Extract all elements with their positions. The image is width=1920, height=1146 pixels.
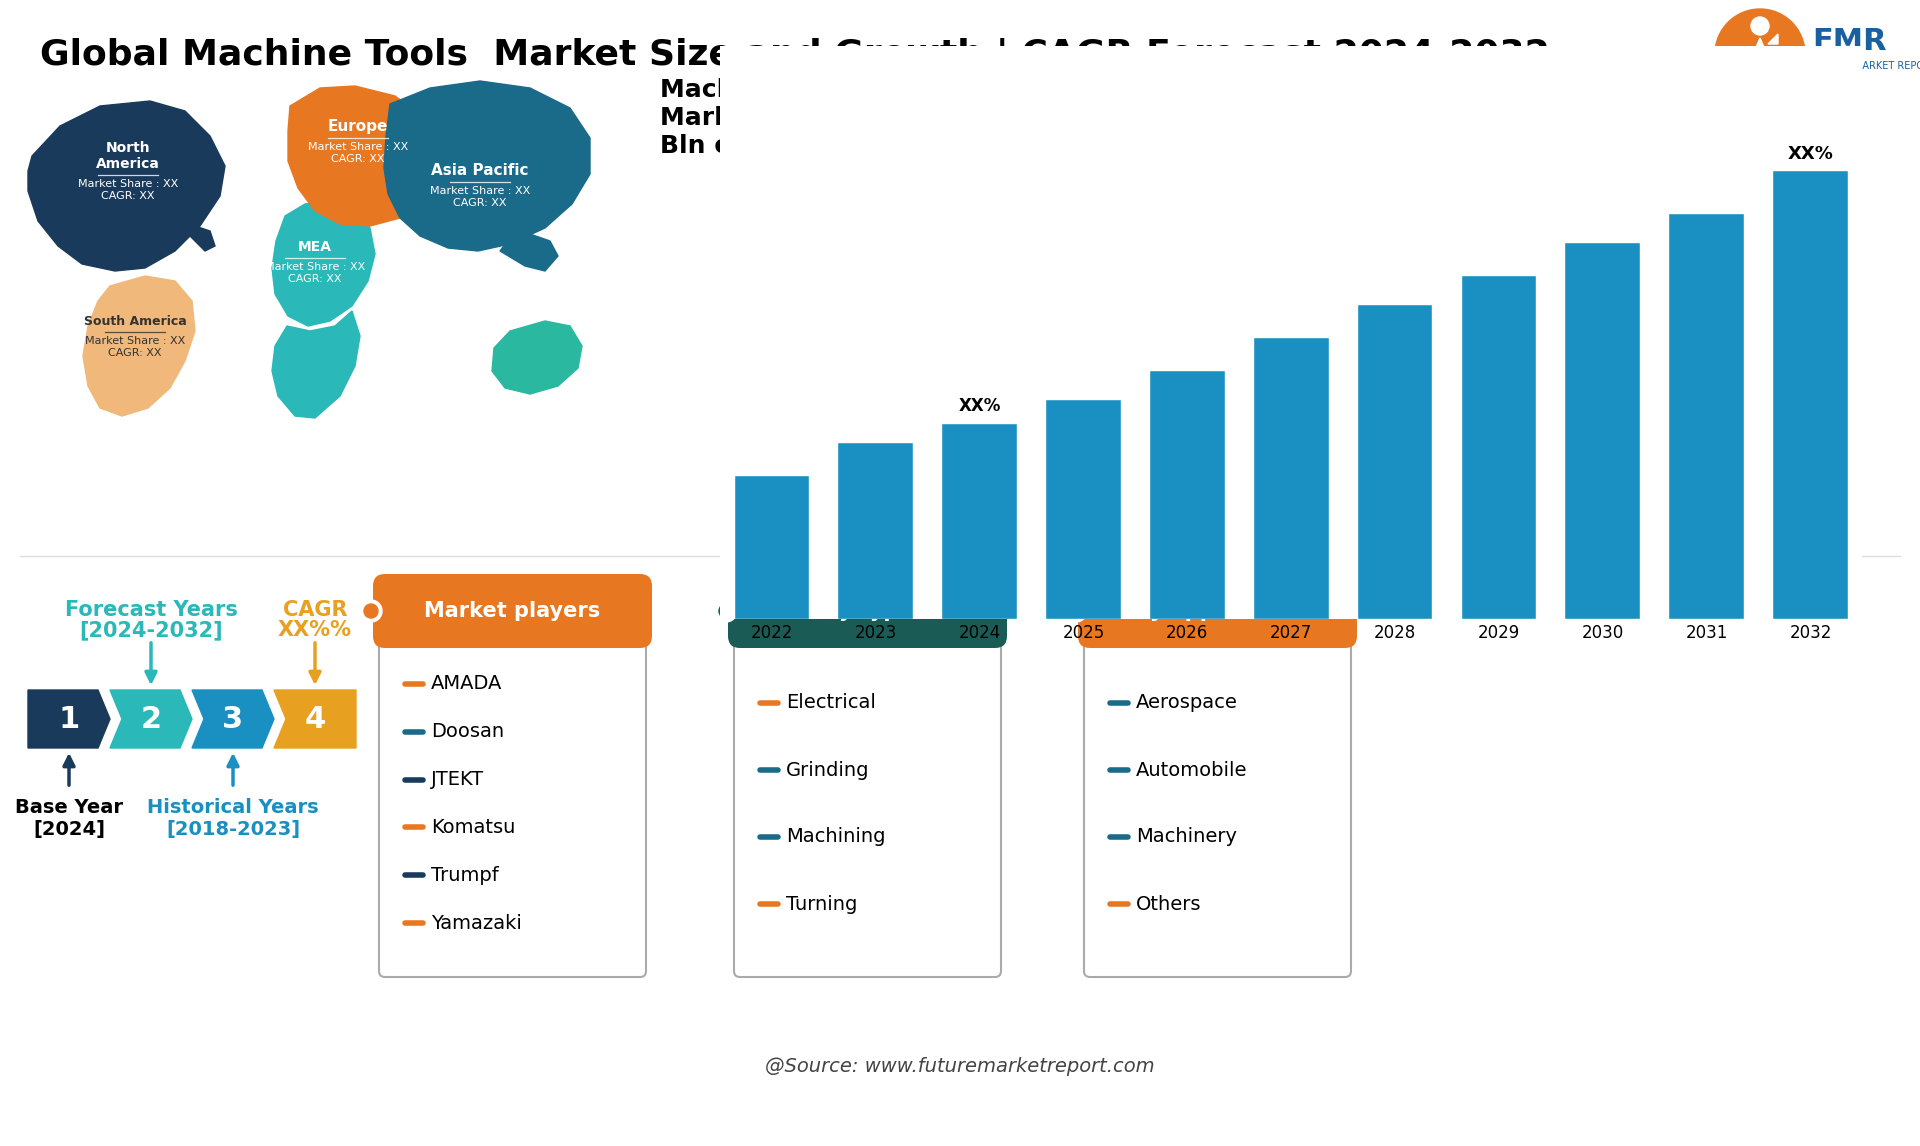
Text: Market Share : XX: Market Share : XX bbox=[265, 262, 365, 272]
Text: Doosan: Doosan bbox=[430, 722, 505, 741]
Polygon shape bbox=[192, 690, 275, 748]
Bar bbox=[1046, 400, 1121, 619]
Circle shape bbox=[714, 601, 737, 622]
Text: Asia Pacific: Asia Pacific bbox=[432, 163, 528, 178]
Text: Machinery: Machinery bbox=[1137, 827, 1236, 847]
Circle shape bbox=[1715, 9, 1805, 99]
FancyBboxPatch shape bbox=[1077, 574, 1357, 647]
Text: Aerospace: Aerospace bbox=[1137, 693, 1238, 713]
Bar bbox=[1150, 371, 1225, 619]
Text: CAGR: XX: CAGR: XX bbox=[102, 191, 156, 201]
Text: XX%: XX% bbox=[958, 397, 1000, 415]
Text: Europe: Europe bbox=[328, 119, 388, 134]
Text: [2018-2023]: [2018-2023] bbox=[165, 821, 300, 839]
Bar bbox=[1772, 171, 1847, 619]
Text: 3: 3 bbox=[223, 705, 244, 733]
Text: Komatsu: Komatsu bbox=[430, 818, 515, 837]
Polygon shape bbox=[273, 311, 361, 418]
Text: Forecast Years: Forecast Years bbox=[65, 601, 238, 620]
Polygon shape bbox=[29, 690, 109, 748]
Text: FUTURE MARKET REPORT: FUTURE MARKET REPORT bbox=[1812, 61, 1920, 71]
FancyBboxPatch shape bbox=[372, 574, 653, 647]
Text: Market Share : XX: Market Share : XX bbox=[307, 142, 409, 152]
Circle shape bbox=[365, 604, 378, 618]
Text: Others: Others bbox=[1137, 895, 1202, 913]
Text: Automobile: Automobile bbox=[1137, 761, 1248, 779]
Text: Base Year: Base Year bbox=[15, 798, 123, 817]
Text: Yamazaki: Yamazaki bbox=[430, 913, 522, 933]
Text: Market Share : XX: Market Share : XX bbox=[430, 186, 530, 196]
Text: Market Share : XX: Market Share : XX bbox=[84, 336, 184, 346]
Text: 4: 4 bbox=[305, 705, 326, 733]
FancyBboxPatch shape bbox=[733, 630, 1000, 978]
Text: @Source: www.futuremarketreport.com: @Source: www.futuremarketreport.com bbox=[766, 1057, 1154, 1075]
Polygon shape bbox=[288, 86, 440, 226]
Text: Machining: Machining bbox=[785, 827, 885, 847]
Text: CAGR: XX: CAGR: XX bbox=[332, 154, 384, 164]
Text: MEA: MEA bbox=[298, 240, 332, 254]
Text: Machine Tools: Machine Tools bbox=[660, 78, 858, 102]
Bar bbox=[943, 424, 1018, 619]
Text: Trumpf: Trumpf bbox=[430, 865, 499, 885]
Text: Global Machine Tools  Market Size and Growth | CAGR Forecast 2024-2032: Global Machine Tools Market Size and Gro… bbox=[40, 38, 1549, 74]
Text: JTEKT: JTEKT bbox=[430, 770, 484, 790]
Polygon shape bbox=[1747, 38, 1772, 66]
Text: By application: By application bbox=[1133, 601, 1302, 621]
Text: FMR: FMR bbox=[1812, 26, 1887, 55]
Text: 1: 1 bbox=[58, 705, 79, 733]
Text: Market Share : XX: Market Share : XX bbox=[79, 179, 179, 189]
Text: South America: South America bbox=[84, 315, 186, 328]
FancyBboxPatch shape bbox=[1085, 630, 1352, 978]
Text: [2024]: [2024] bbox=[33, 821, 106, 839]
Bar bbox=[839, 442, 914, 619]
Text: AMADA: AMADA bbox=[430, 674, 503, 693]
Polygon shape bbox=[83, 276, 196, 416]
FancyBboxPatch shape bbox=[728, 574, 1006, 647]
Polygon shape bbox=[29, 101, 225, 270]
Text: Electrical: Electrical bbox=[785, 693, 876, 713]
FancyBboxPatch shape bbox=[378, 630, 645, 978]
Text: XX%%: XX%% bbox=[278, 620, 351, 639]
Text: Market players: Market players bbox=[424, 601, 601, 621]
Circle shape bbox=[718, 604, 733, 618]
Polygon shape bbox=[109, 690, 192, 748]
Circle shape bbox=[1069, 604, 1083, 618]
Circle shape bbox=[361, 601, 382, 622]
Polygon shape bbox=[1768, 34, 1778, 44]
Text: Historical Years: Historical Years bbox=[148, 798, 319, 817]
Circle shape bbox=[1066, 601, 1087, 622]
Text: CAGR: XX: CAGR: XX bbox=[108, 348, 161, 358]
Bar bbox=[735, 476, 810, 619]
Text: Bln or Mln: Bln or Mln bbox=[660, 134, 804, 158]
Text: Grinding: Grinding bbox=[785, 761, 870, 779]
Text: XX%: XX% bbox=[1788, 144, 1834, 163]
Polygon shape bbox=[190, 226, 215, 251]
Text: North
America: North America bbox=[96, 141, 159, 171]
Text: Market Size Growth In: Market Size Growth In bbox=[660, 105, 973, 129]
Circle shape bbox=[1751, 17, 1768, 36]
Polygon shape bbox=[273, 201, 374, 325]
Bar bbox=[1668, 214, 1743, 619]
Text: Turning: Turning bbox=[785, 895, 858, 913]
Polygon shape bbox=[499, 234, 559, 270]
Text: By type: By type bbox=[822, 601, 912, 621]
Polygon shape bbox=[384, 81, 589, 251]
Text: [2024-2032]: [2024-2032] bbox=[79, 620, 223, 639]
Bar bbox=[1357, 305, 1432, 619]
Text: CAGR: CAGR bbox=[282, 601, 348, 620]
Polygon shape bbox=[492, 321, 582, 394]
Bar bbox=[1254, 338, 1329, 619]
Polygon shape bbox=[275, 690, 355, 748]
Bar bbox=[1461, 276, 1536, 619]
Text: CAGR: XX: CAGR: XX bbox=[453, 198, 507, 209]
Text: 2: 2 bbox=[140, 705, 161, 733]
Text: CAGR: XX: CAGR: XX bbox=[288, 274, 342, 284]
Bar bbox=[1565, 243, 1640, 619]
